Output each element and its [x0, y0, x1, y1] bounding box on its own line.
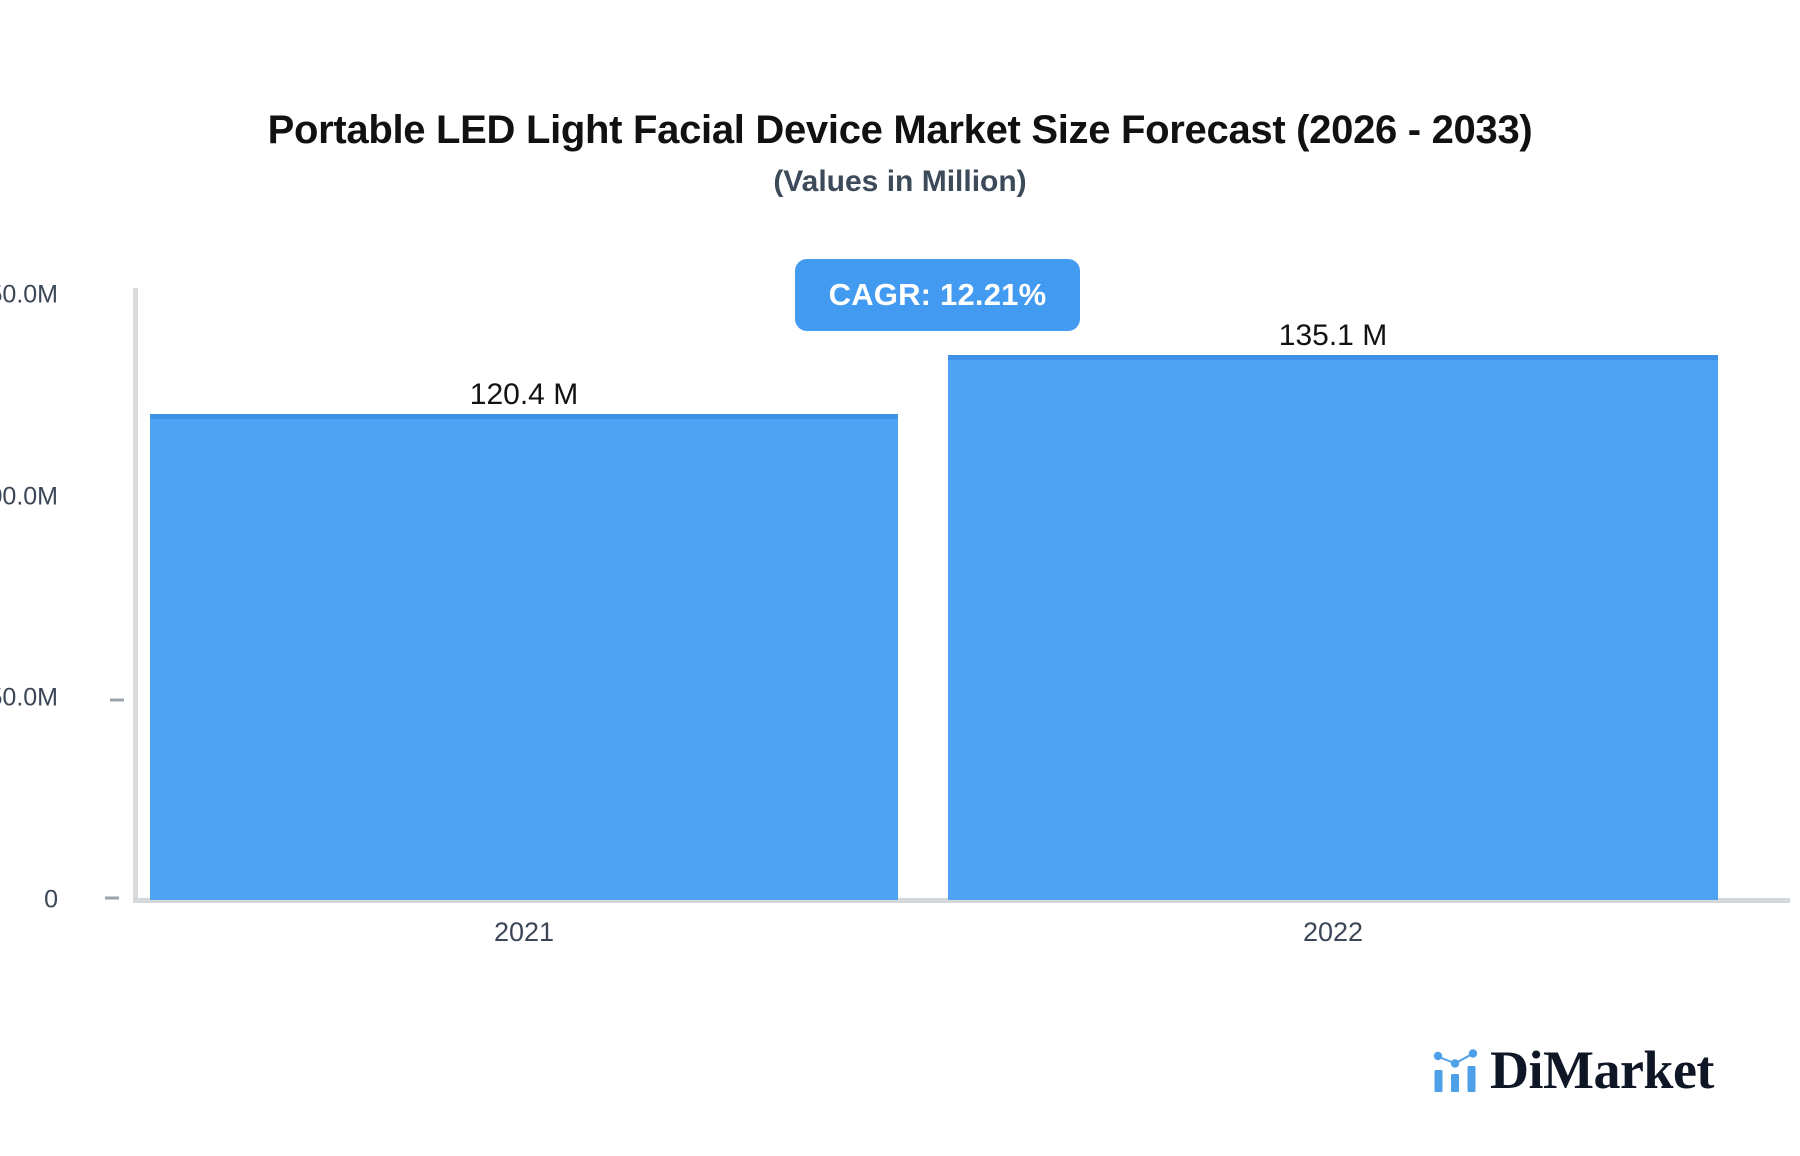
bar-value-2022: 135.1 M [1278, 319, 1388, 353]
chart-subtitle: (Values in Million) [773, 165, 1027, 198]
bar-2022[interactable] [948, 355, 1718, 900]
y-axis-tick-mark-0 [105, 896, 119, 900]
brand-logo: DiMarket [1432, 1043, 1714, 1097]
y-axis-tick-label-0: 0 [44, 885, 58, 914]
y-axis-tick-mark-50 [110, 698, 124, 702]
cagr-badge-label: CAGR: 12.21% [828, 277, 1047, 312]
y-axis-tick-label-100: 100.0M [0, 482, 58, 511]
y-axis-line [133, 288, 138, 902]
bar-value-2021: 120.4 M [469, 378, 579, 412]
bar-2021[interactable] [150, 414, 898, 900]
page-title: Portable LED Light Facial Device Market … [267, 108, 1533, 152]
bar-chart-icon [1432, 1046, 1480, 1094]
x-axis-label-2021: 2021 [493, 917, 555, 947]
x-axis-line [133, 898, 1790, 903]
cagr-badge: CAGR: 12.21% [795, 259, 1080, 331]
y-axis-tick-label-150: 150.0M [0, 280, 58, 309]
brand-logo-text: DiMarket [1490, 1040, 1714, 1100]
y-axis-tick-label-50: 50.0M [0, 683, 58, 712]
x-axis-label-2022: 2022 [1302, 917, 1364, 947]
